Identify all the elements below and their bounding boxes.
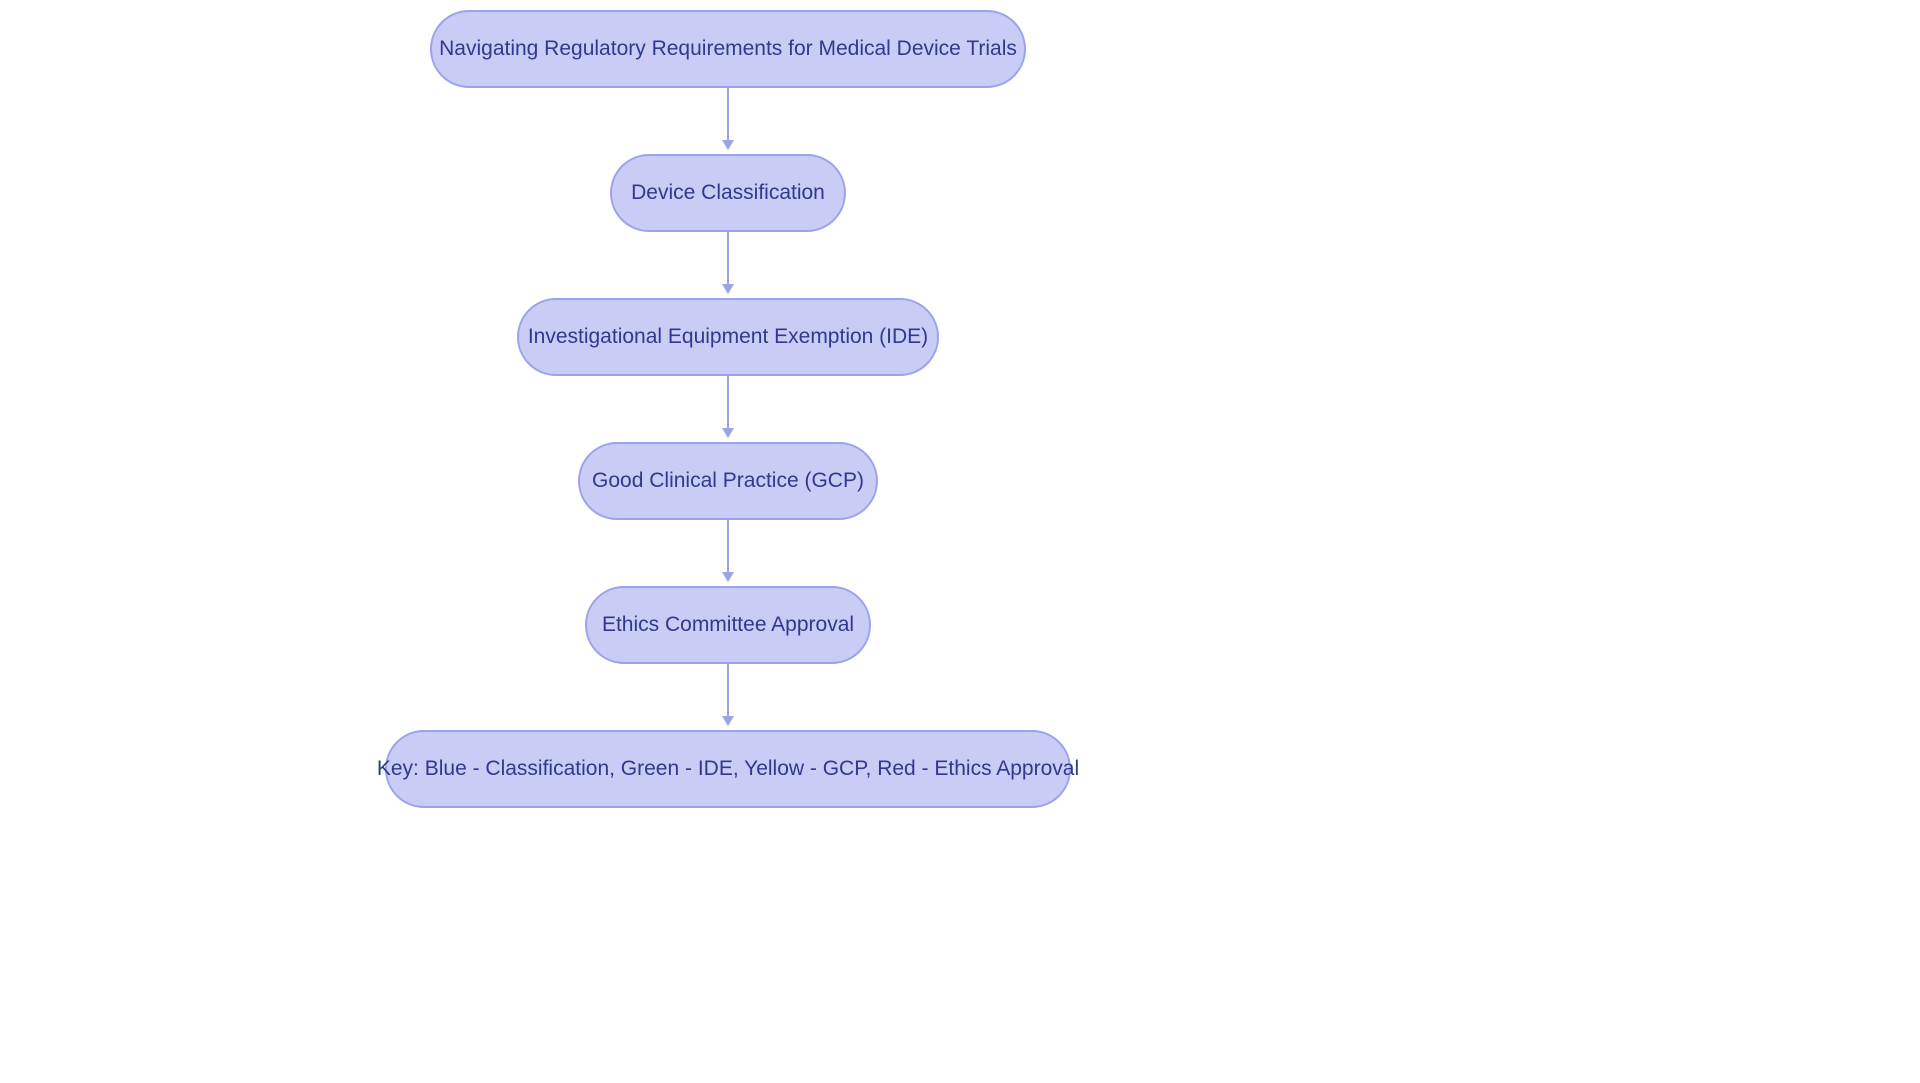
node-key-label: Key: Blue - Classification, Green - IDE,… (377, 757, 1079, 781)
arrow-1 (718, 88, 738, 154)
arrow-3 (718, 376, 738, 442)
node-classification: Device Classification (610, 154, 846, 232)
node-classification-label: Device Classification (631, 181, 825, 205)
arrow-5 (718, 664, 738, 730)
node-key: Key: Blue - Classification, Green - IDE,… (385, 730, 1071, 808)
node-ide: Investigational Equipment Exemption (IDE… (517, 298, 939, 376)
node-ethics-label: Ethics Committee Approval (602, 613, 854, 637)
node-gcp-label: Good Clinical Practice (GCP) (592, 469, 864, 493)
flowchart-container: Navigating Regulatory Requirements for M… (0, 0, 1920, 1083)
node-title: Navigating Regulatory Requirements for M… (430, 10, 1026, 88)
node-title-label: Navigating Regulatory Requirements for M… (439, 37, 1017, 61)
node-gcp: Good Clinical Practice (GCP) (578, 442, 878, 520)
arrow-2 (718, 232, 738, 298)
node-ide-label: Investigational Equipment Exemption (IDE… (528, 325, 928, 349)
node-ethics: Ethics Committee Approval (585, 586, 871, 664)
arrow-4 (718, 520, 738, 586)
